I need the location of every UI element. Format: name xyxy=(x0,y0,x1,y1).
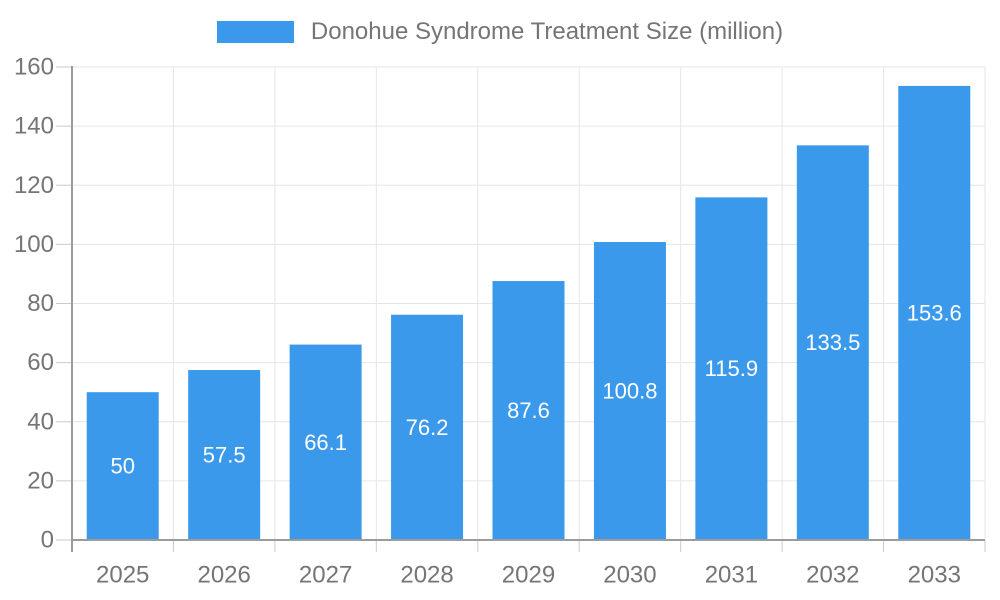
x-axis-tick-label: 2029 xyxy=(502,562,555,589)
bar[interactable] xyxy=(289,344,362,539)
bar[interactable] xyxy=(391,314,464,539)
bar-value-label: 133.5 xyxy=(805,330,860,355)
bar-value-label: 50 xyxy=(110,454,134,479)
x-axis-tick-label: 2031 xyxy=(705,562,758,589)
bar[interactable] xyxy=(86,392,159,539)
y-axis-tick-label: 20 xyxy=(27,467,54,494)
y-axis-tick-label: 100 xyxy=(14,231,54,258)
x-axis-tick-label: 2026 xyxy=(197,562,250,589)
bar[interactable] xyxy=(188,370,261,539)
x-axis-tick-label: 2028 xyxy=(400,562,453,589)
x-axis-tick-label: 2027 xyxy=(299,562,352,589)
y-axis-tick-label: 40 xyxy=(27,408,54,435)
y-axis-tick-label: 0 xyxy=(41,527,54,554)
bar[interactable] xyxy=(796,145,869,539)
y-axis-tick-label: 60 xyxy=(27,349,54,376)
bar-value-label: 87.6 xyxy=(507,398,550,423)
bar-value-label: 57.5 xyxy=(203,443,246,468)
bar[interactable] xyxy=(695,197,768,540)
bar-value-label: 153.6 xyxy=(907,300,962,325)
bar[interactable] xyxy=(492,281,565,539)
y-axis-tick-label: 140 xyxy=(14,113,54,140)
y-axis-tick-label: 160 xyxy=(14,54,54,81)
legend-swatch xyxy=(216,21,294,43)
bar-value-label: 115.9 xyxy=(705,356,758,381)
x-axis-tick-label: 2030 xyxy=(603,562,656,589)
bar-value-label: 76.2 xyxy=(406,415,449,440)
y-axis-tick-label: 120 xyxy=(14,172,54,199)
bar-value-label: 100.8 xyxy=(602,379,657,404)
chart-legend[interactable]: Donohue Syndrome Treatment Size (million… xyxy=(0,18,1000,45)
x-axis-tick-label: 2025 xyxy=(96,562,149,589)
x-axis-tick-label: 2032 xyxy=(806,562,859,589)
bar-value-label: 66.1 xyxy=(304,430,347,455)
legend-label: Donohue Syndrome Treatment Size (million… xyxy=(310,18,784,45)
x-axis-tick-label: 2033 xyxy=(908,562,961,589)
y-axis-tick-label: 80 xyxy=(27,290,54,317)
bar[interactable] xyxy=(593,242,666,539)
bar[interactable] xyxy=(898,85,971,540)
